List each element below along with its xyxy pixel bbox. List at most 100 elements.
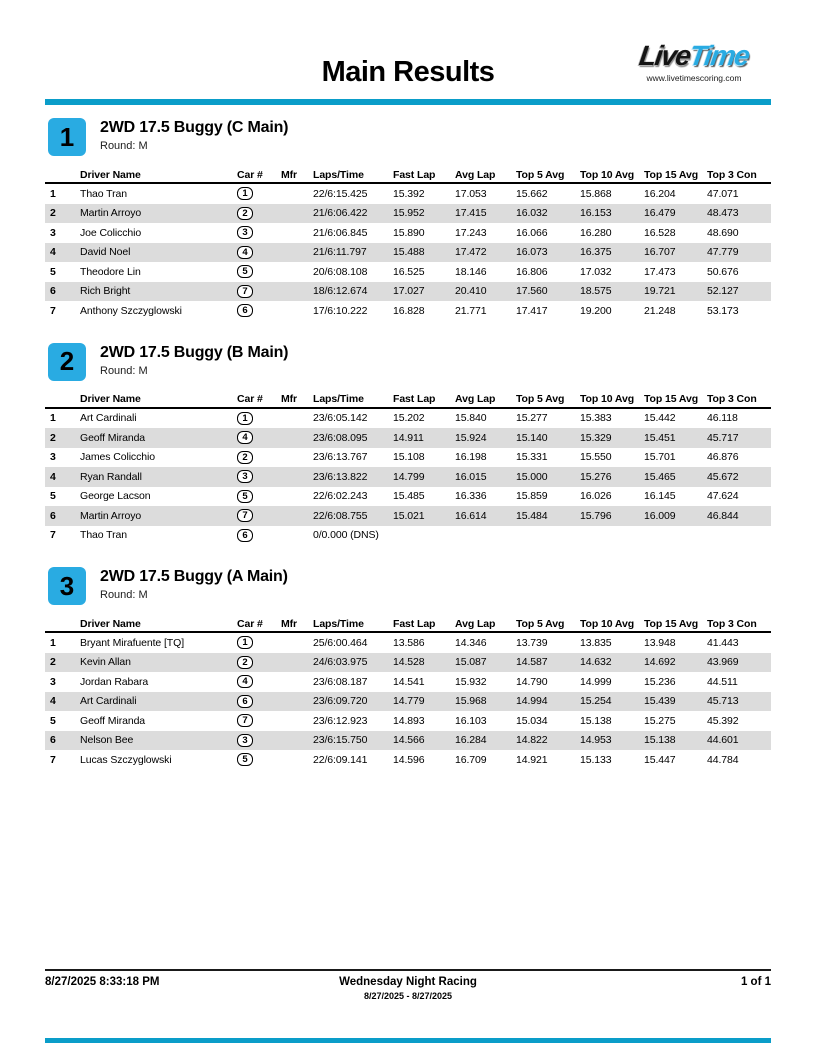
- top15-avg-cell: 16.707: [644, 246, 676, 259]
- car-number-badge: 3: [237, 733, 253, 747]
- position-cell: 5: [50, 265, 56, 278]
- car-number-badge: 4: [237, 245, 253, 259]
- top10-avg-cell: 16.280: [580, 226, 612, 239]
- top3-con-cell: 44.601: [707, 734, 739, 747]
- top3-con-cell: 45.717: [707, 431, 739, 444]
- results-sections: 1 2WD 17.5 Buggy (C Main) Round: M Drive…: [45, 106, 771, 770]
- column-header: Car #: [237, 393, 263, 405]
- avg-lap-cell: 20.410: [455, 285, 487, 298]
- laps-time-cell: 21/6:06.422: [313, 207, 368, 220]
- fast-lap-cell: 16.525: [393, 265, 425, 278]
- position-cell: 1: [50, 187, 56, 200]
- car-number-cell: 2: [237, 655, 281, 669]
- top10-avg-cell: 15.550: [580, 451, 612, 464]
- fast-lap-cell: 14.911: [393, 431, 424, 444]
- result-row: 5 Geoff Miranda 7 23/6:12.923 14.893 16.103 15…: [45, 711, 771, 731]
- driver-name-cell: George Lacson: [80, 490, 151, 503]
- avg-lap-cell: 15.087: [455, 656, 487, 669]
- column-header: Top 5 Avg: [516, 617, 565, 630]
- position-cell: 6: [50, 285, 56, 298]
- laps-time-cell: 23/6:08.095: [313, 431, 368, 444]
- car-number-cell: 1: [237, 187, 281, 201]
- top15-avg-cell: 17.473: [644, 265, 676, 278]
- position-cell: 3: [50, 675, 56, 688]
- top5-avg-cell: 14.587: [516, 656, 548, 669]
- laps-time-cell: 22/6:09.141: [313, 753, 368, 766]
- avg-lap-cell: 21.771: [455, 304, 487, 317]
- result-row: 3 James Colicchio 2 23/6:13.767 15.108 16.198…: [45, 448, 771, 468]
- laps-time-cell: 25/6:00.464: [313, 636, 368, 649]
- column-header: Top 15 Avg: [644, 168, 699, 181]
- laps-time-cell: 23/6:12.923: [313, 714, 368, 727]
- avg-lap-cell: 16.336: [455, 490, 487, 503]
- avg-lap-cell: 16.614: [455, 509, 487, 522]
- top10-avg-cell: 15.796: [580, 509, 612, 522]
- header-accent-bar: [45, 99, 771, 105]
- car-number-badge: 4: [237, 675, 253, 689]
- car-number-cell: 3: [237, 226, 281, 240]
- column-header: Driver Name: [80, 617, 141, 630]
- top10-avg-cell: 13.835: [580, 636, 612, 649]
- result-row: 3 Joe Colicchio 3 21/6:06.845 15.890 17.243 16…: [45, 223, 771, 243]
- driver-name-cell: James Colicchio: [80, 451, 155, 464]
- top10-avg-cell: 16.153: [580, 207, 612, 220]
- driver-name-cell: Thao Tran: [80, 187, 127, 200]
- driver-name-cell: Martin Arroyo: [80, 509, 142, 522]
- section-header: 3 2WD 17.5 Buggy (A Main) Round: M: [45, 567, 771, 605]
- driver-name-cell: Rich Bright: [80, 285, 131, 298]
- car-number-cell: 4: [237, 431, 281, 445]
- top5-avg-cell: 16.806: [516, 265, 548, 278]
- laps-time-cell: 21/6:11.797: [313, 246, 367, 259]
- avg-lap-cell: 15.840: [455, 412, 487, 425]
- position-cell: 4: [50, 246, 56, 259]
- top15-avg-cell: 15.442: [644, 412, 676, 425]
- car-number-cell: 1: [237, 636, 281, 650]
- top5-avg-cell: 15.662: [516, 187, 548, 200]
- fast-lap-cell: 15.890: [393, 226, 425, 239]
- laps-time-cell: 17/6:10.222: [313, 304, 368, 317]
- top10-avg-cell: 14.632: [580, 656, 612, 669]
- result-row: 2 Geoff Miranda 4 23/6:08.095 14.911 15.924 15…: [45, 428, 771, 448]
- car-number-cell: 7: [237, 714, 281, 728]
- car-number-badge: 7: [237, 284, 253, 298]
- driver-name-cell: Joe Colicchio: [80, 226, 142, 239]
- column-header: Top 5 Avg: [516, 168, 565, 181]
- car-number-badge: 5: [237, 753, 253, 767]
- laps-time-cell: 0/0.000 (DNS): [313, 529, 379, 542]
- column-header: Avg Lap: [455, 168, 496, 181]
- result-row: 2 Martin Arroyo 2 21/6:06.422 15.952 17.415 16…: [45, 203, 771, 223]
- laps-time-cell: 23/6:13.822: [313, 470, 368, 483]
- section-round: Round: M: [100, 364, 148, 377]
- section-number-badge: 1: [48, 118, 86, 156]
- laps-time-cell: 23/6:15.750: [313, 734, 368, 747]
- top10-avg-cell: 18.575: [580, 285, 612, 298]
- driver-name-cell: Lucas Szczyglowski: [80, 753, 172, 766]
- footer-event-name: Wednesday Night Racing: [339, 976, 477, 988]
- section-number-badge: 2: [48, 342, 86, 381]
- driver-name-cell: Art Cardinali: [80, 412, 137, 425]
- driver-name-cell: Nelson Bee: [80, 734, 134, 747]
- car-number-badge: 1: [237, 187, 253, 201]
- livetime-logo: LiveTime www.livetimescoring.com: [616, 40, 772, 83]
- fast-lap-cell: 15.108: [393, 451, 425, 464]
- top5-avg-cell: 14.994: [516, 695, 548, 708]
- driver-name-cell: Jordan Rabara: [80, 675, 149, 688]
- top3-con-cell: 50.676: [707, 265, 739, 278]
- position-cell: 5: [50, 490, 56, 503]
- driver-name-cell: Anthony Szczyglowski: [80, 304, 182, 317]
- result-row: 6 Nelson Bee 3 23/6:15.750 14.566 16.284 14.82…: [45, 730, 771, 750]
- car-number-cell: 4: [237, 245, 281, 259]
- fast-lap-cell: 14.528: [393, 656, 425, 669]
- position-cell: 7: [50, 529, 56, 542]
- column-header: Avg Lap: [455, 617, 496, 630]
- top3-con-cell: 44.511: [707, 675, 738, 688]
- laps-time-cell: 23/6:13.767: [313, 451, 368, 464]
- car-number-badge: 5: [237, 265, 253, 279]
- avg-lap-cell: 15.932: [455, 675, 487, 688]
- driver-name-cell: Geoff Miranda: [80, 431, 146, 444]
- table-body: 1 Art Cardinali 1 23/6:05.142 15.202 15.840 15…: [45, 409, 771, 546]
- laps-time-cell: 21/6:06.845: [313, 226, 368, 239]
- position-cell: 1: [50, 412, 56, 425]
- avg-lap-cell: 16.284: [455, 734, 487, 747]
- logo-website-url: www.livetimescoring.com: [646, 73, 742, 83]
